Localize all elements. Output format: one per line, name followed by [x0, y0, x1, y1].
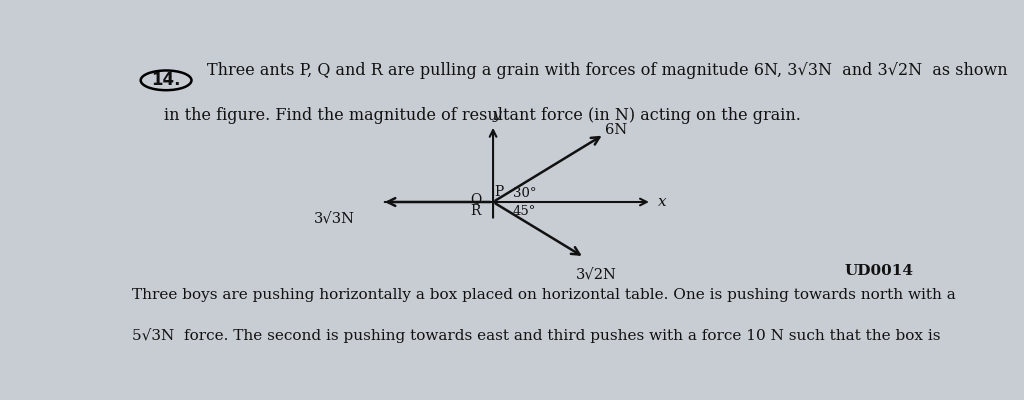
Text: x: x: [658, 195, 667, 209]
Text: 45°: 45°: [513, 205, 537, 218]
Text: UD0014: UD0014: [845, 264, 913, 278]
Text: 3√3N: 3√3N: [313, 212, 355, 226]
Text: in the figure. Find the magnitude of resultant force (in N) acting on the grain.: in the figure. Find the magnitude of res…: [164, 106, 801, 124]
Text: 3√2N: 3√2N: [575, 267, 616, 281]
Text: 6N: 6N: [605, 123, 627, 137]
Text: 30°: 30°: [513, 187, 537, 200]
Text: R: R: [470, 204, 481, 218]
Text: y: y: [493, 108, 502, 122]
Text: P: P: [495, 185, 504, 199]
Text: Three boys are pushing horizontally a box placed on horizontal table. One is pus: Three boys are pushing horizontally a bo…: [132, 288, 955, 302]
Text: Q: Q: [470, 192, 481, 206]
Text: Three ants P, Q and R are pulling a grain with forces of magnitude 6N, 3√3N  and: Three ants P, Q and R are pulling a grai…: [207, 62, 1008, 79]
Text: 14.: 14.: [152, 71, 181, 89]
Text: 5√3N  force. The second is pushing towards east and third pushes with a force 10: 5√3N force. The second is pushing toward…: [132, 328, 940, 343]
